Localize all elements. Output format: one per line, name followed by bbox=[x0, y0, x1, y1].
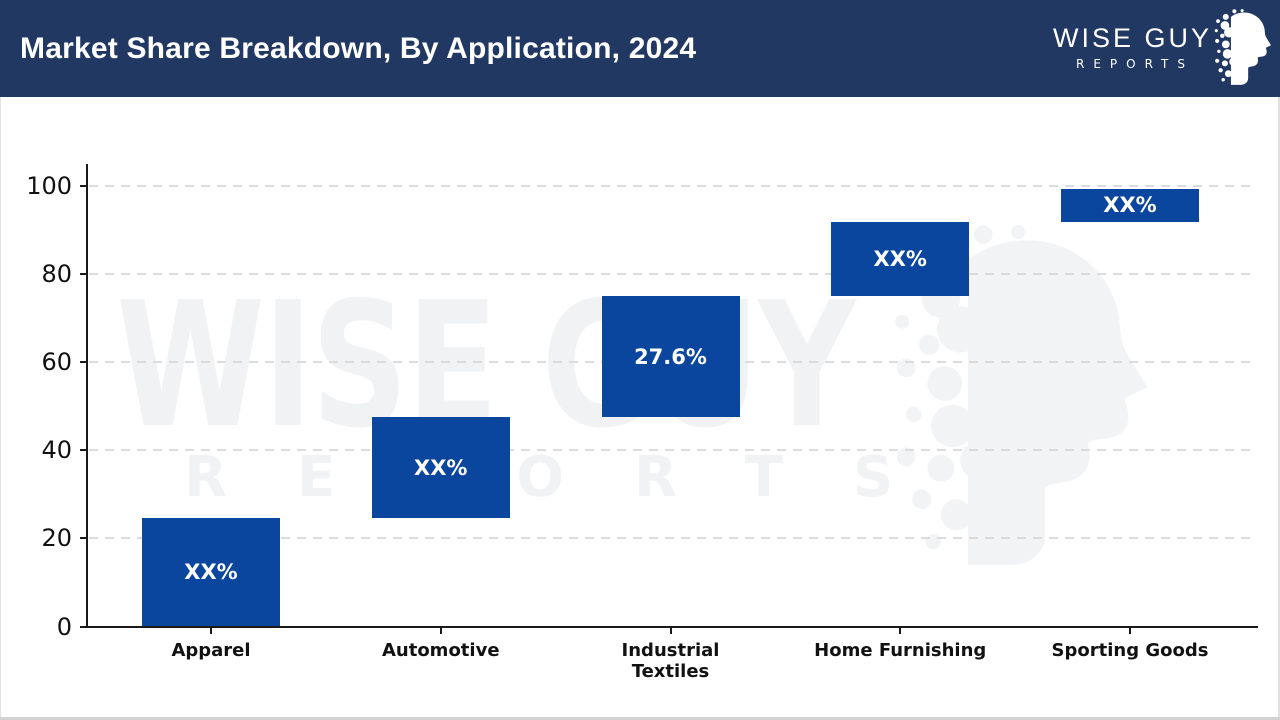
y-tick-label: 80 bbox=[41, 259, 72, 288]
y-tick-label: 60 bbox=[41, 347, 72, 376]
bar-value-label: XX% bbox=[1103, 193, 1157, 218]
bar-industrial-textiles: 27.6% bbox=[601, 295, 740, 418]
category-label: Sporting Goods bbox=[1051, 640, 1209, 661]
x-tick-mark bbox=[210, 628, 212, 634]
x-axis-line bbox=[86, 626, 1258, 628]
page-right-border bbox=[1278, 97, 1280, 720]
y-tick-mark bbox=[80, 449, 87, 452]
wise-guy-logo: WISE GUY REPORTS bbox=[1053, 9, 1274, 85]
x-tick-mark bbox=[439, 628, 442, 634]
category-label: Home Furnishing bbox=[814, 640, 987, 661]
y-tick-mark bbox=[80, 360, 87, 363]
logo-reports-text: REPORTS bbox=[1075, 57, 1194, 71]
x-tick-mark bbox=[669, 628, 672, 634]
gridline-80 bbox=[89, 272, 1253, 275]
y-tick-mark bbox=[80, 537, 87, 540]
bar-home-furnishing: XX% bbox=[831, 221, 970, 296]
bar-value-label: XX% bbox=[873, 246, 927, 271]
page-title: Market Share Breakdown, By Application, … bbox=[20, 31, 697, 65]
category-label: Automotive bbox=[381, 640, 500, 661]
x-tick-mark bbox=[899, 628, 902, 634]
watermark-reports-text: REPORTS bbox=[184, 445, 964, 510]
header: Market Share Breakdown, By Application, … bbox=[0, 0, 1280, 97]
gridline-40 bbox=[89, 449, 1253, 452]
y-tick-mark bbox=[80, 272, 87, 275]
x-tick-mark bbox=[1129, 628, 1131, 634]
gridline-20 bbox=[89, 537, 1253, 540]
page-bottom-border bbox=[0, 717, 1280, 720]
bar-apparel: XX% bbox=[142, 517, 280, 627]
bar-automotive: XX% bbox=[371, 417, 510, 518]
y-tick-label: 100 bbox=[26, 171, 72, 200]
y-tick-mark bbox=[80, 625, 87, 628]
category-label: Industrial Textiles bbox=[621, 640, 720, 683]
category-label: Apparel bbox=[171, 640, 251, 661]
gridline-100 bbox=[89, 184, 1253, 187]
logo-text: WISE GUY REPORTS bbox=[1053, 23, 1212, 71]
logo-wise-guy-text: WISE GUY bbox=[1052, 23, 1212, 53]
y-tick-mark bbox=[80, 184, 87, 187]
page-left-border bbox=[0, 97, 1, 720]
bar-value-label: XX% bbox=[414, 455, 468, 480]
y-tick-label: 20 bbox=[41, 524, 72, 553]
bar-value-label: XX% bbox=[184, 560, 238, 585]
bar-value-label: 27.6% bbox=[634, 344, 707, 369]
y-tick-label: 40 bbox=[41, 436, 72, 465]
logo-face-icon bbox=[1212, 9, 1274, 85]
bar-sporting-goods: XX% bbox=[1061, 188, 1199, 222]
y-tick-label: 0 bbox=[56, 612, 72, 641]
y-axis-line bbox=[86, 164, 88, 628]
